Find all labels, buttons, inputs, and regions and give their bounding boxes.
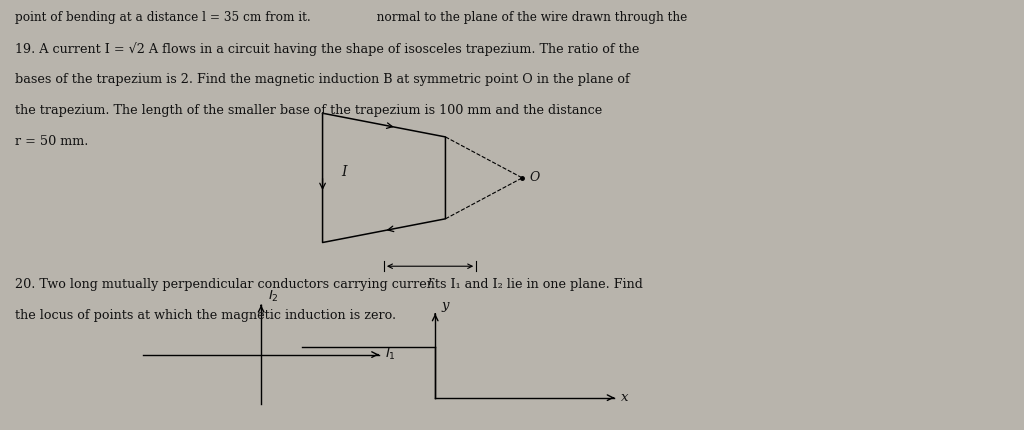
Text: the locus of points at which the magnetic induction is zero.: the locus of points at which the magneti… — [15, 308, 396, 321]
Text: the trapezium. The length of the smaller base of the trapezium is 100 mm and the: the trapezium. The length of the smaller… — [15, 104, 602, 117]
Text: y: y — [441, 298, 449, 311]
Text: $I_2$: $I_2$ — [268, 288, 280, 303]
Text: I: I — [341, 165, 346, 179]
Text: x: x — [621, 390, 628, 403]
Text: point of bending at a distance l = 35 cm from it.                 normal to the : point of bending at a distance l = 35 cm… — [15, 11, 687, 24]
Text: r = 50 mm.: r = 50 mm. — [15, 135, 89, 147]
Text: $I_1$: $I_1$ — [385, 346, 396, 361]
Text: r: r — [427, 274, 433, 287]
Text: bases of the trapezium is 2. Find the magnetic induction B at symmetric point O : bases of the trapezium is 2. Find the ma… — [15, 73, 630, 86]
Text: O: O — [529, 171, 540, 184]
Text: 19. A current I = √2 A flows in a circuit having the shape of isosceles trapeziu: 19. A current I = √2 A flows in a circui… — [15, 42, 640, 55]
Text: 20. Two long mutually perpendicular conductors carrying currents I₁ and I₂ lie i: 20. Two long mutually perpendicular cond… — [15, 277, 643, 290]
